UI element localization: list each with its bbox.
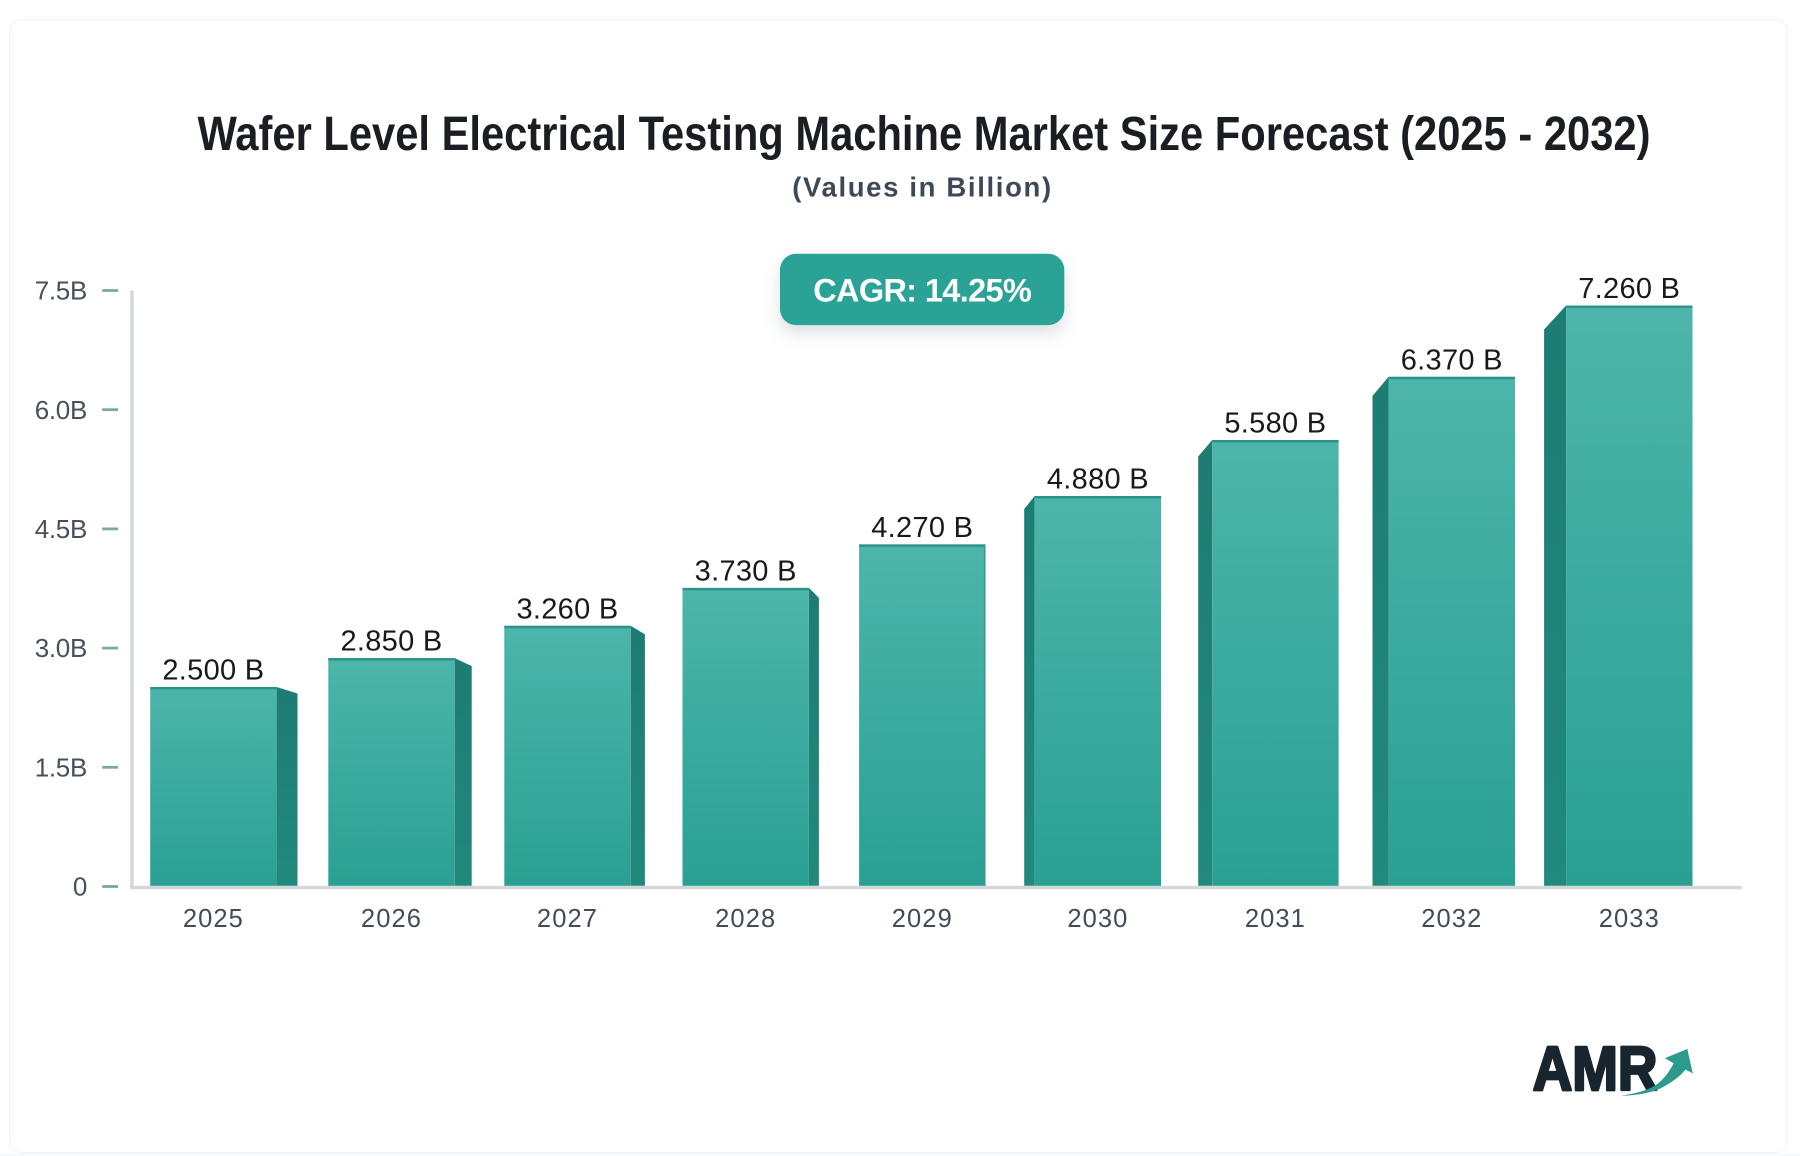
svg-text:1.5B: 1.5B: [35, 752, 87, 782]
svg-text:2.500 B: 2.500 B: [162, 655, 264, 687]
svg-text:3.730 B: 3.730 B: [695, 555, 797, 587]
svg-text:7.5B: 7.5B: [35, 276, 87, 306]
svg-text:4.880 B: 4.880 B: [1047, 464, 1149, 496]
svg-text:6.0B: 6.0B: [35, 395, 87, 425]
svg-text:2.850 B: 2.850 B: [340, 626, 442, 658]
svg-text:7.260 B: 7.260 B: [1578, 273, 1680, 305]
svg-text:2029: 2029: [892, 905, 953, 933]
svg-text:2028: 2028: [715, 905, 776, 933]
svg-text:4.270 B: 4.270 B: [871, 512, 973, 544]
svg-text:(Values in Billion): (Values in Billion): [792, 171, 1053, 202]
svg-text:4.5B: 4.5B: [35, 514, 87, 544]
svg-text:2026: 2026: [361, 905, 422, 933]
svg-text:2025: 2025: [183, 905, 244, 933]
svg-text:CAGR: 14.25%: CAGR: 14.25%: [813, 272, 1032, 308]
svg-text:0: 0: [73, 872, 87, 902]
svg-text:Wafer Level Electrical Testing: Wafer Level Electrical Testing Machine M…: [198, 108, 1651, 161]
svg-text:3.0B: 3.0B: [35, 633, 87, 663]
svg-text:2033: 2033: [1599, 905, 1660, 933]
svg-text:6.370 B: 6.370 B: [1401, 344, 1503, 376]
svg-text:2030: 2030: [1067, 905, 1128, 933]
svg-text:3.260 B: 3.260 B: [516, 593, 618, 625]
svg-text:2032: 2032: [1421, 905, 1482, 933]
svg-text:2031: 2031: [1245, 905, 1306, 933]
svg-text:2027: 2027: [537, 905, 598, 933]
svg-text:5.580 B: 5.580 B: [1224, 408, 1326, 440]
